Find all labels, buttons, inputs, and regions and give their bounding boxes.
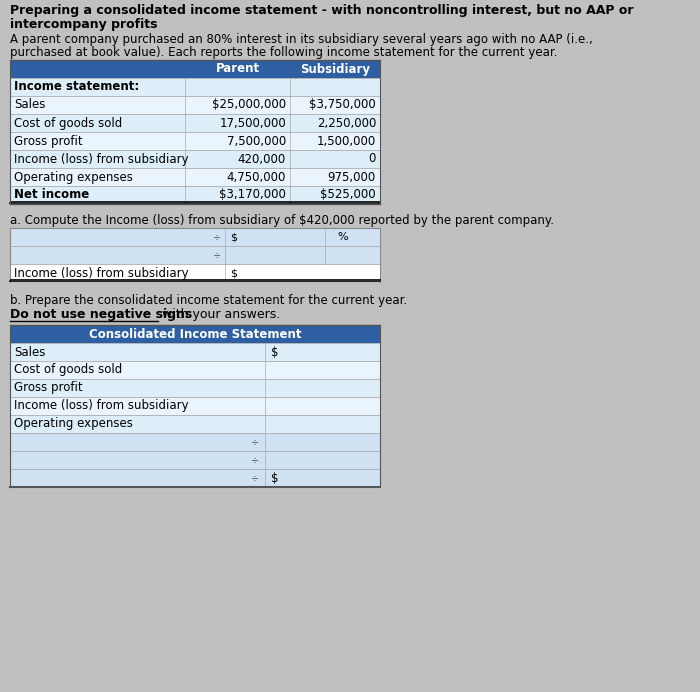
Text: ÷: ÷ xyxy=(213,232,221,242)
Text: ÷: ÷ xyxy=(251,437,259,447)
Text: $3,170,000: $3,170,000 xyxy=(219,188,286,201)
Bar xyxy=(10,246,380,264)
Text: ÷: ÷ xyxy=(251,455,259,465)
Text: Consolidated Income Statement: Consolidated Income Statement xyxy=(89,327,301,340)
Text: 1,500,000: 1,500,000 xyxy=(316,134,376,147)
Text: Gross profit: Gross profit xyxy=(14,134,83,147)
Bar xyxy=(10,361,380,379)
Text: Sales: Sales xyxy=(14,98,46,111)
Text: Subsidiary: Subsidiary xyxy=(300,62,370,75)
Text: 975,000: 975,000 xyxy=(328,170,376,183)
Text: Preparing a consolidated income statement - with noncontrolling interest, but no: Preparing a consolidated income statemen… xyxy=(10,4,634,17)
Bar xyxy=(10,325,380,343)
Text: Net income: Net income xyxy=(14,188,90,201)
Bar xyxy=(10,168,380,186)
Text: Income (loss) from subsidiary: Income (loss) from subsidiary xyxy=(14,399,188,412)
Bar xyxy=(10,264,380,282)
Text: 4,750,000: 4,750,000 xyxy=(227,170,286,183)
Text: 2,250,000: 2,250,000 xyxy=(316,116,376,129)
Text: Income (loss) from subsidiary: Income (loss) from subsidiary xyxy=(14,152,188,165)
Bar xyxy=(10,451,380,469)
Bar xyxy=(10,96,380,114)
Text: Sales: Sales xyxy=(14,345,46,358)
Text: $525,000: $525,000 xyxy=(321,188,376,201)
Text: Income statement:: Income statement: xyxy=(14,80,139,93)
Text: $25,000,000: $25,000,000 xyxy=(212,98,286,111)
Bar xyxy=(10,379,380,397)
Text: Do not use negative signs: Do not use negative signs xyxy=(10,308,193,321)
Text: A parent company purchased an 80% interest in its subsidiary several years ago w: A parent company purchased an 80% intere… xyxy=(10,33,593,46)
Bar xyxy=(10,469,380,487)
Bar xyxy=(10,132,380,150)
Text: purchased at book value). Each reports the following income statement for the cu: purchased at book value). Each reports t… xyxy=(10,46,557,59)
Text: Cost of goods sold: Cost of goods sold xyxy=(14,116,122,129)
Text: a. Compute the Income (loss) from subsidiary of $420,000 reported by the parent : a. Compute the Income (loss) from subsid… xyxy=(10,214,554,227)
Text: $3,750,000: $3,750,000 xyxy=(309,98,376,111)
Text: Parent: Parent xyxy=(216,62,260,75)
Text: 7,500,000: 7,500,000 xyxy=(227,134,286,147)
Bar xyxy=(10,186,380,204)
Bar xyxy=(10,397,380,415)
Text: Cost of goods sold: Cost of goods sold xyxy=(14,363,122,376)
Text: 17,500,000: 17,500,000 xyxy=(219,116,286,129)
Text: 420,000: 420,000 xyxy=(238,152,286,165)
Bar xyxy=(10,228,380,246)
Text: $: $ xyxy=(230,232,237,242)
Bar xyxy=(10,433,380,451)
Bar xyxy=(10,150,380,168)
Text: intercompany profits: intercompany profits xyxy=(10,18,158,31)
Text: $: $ xyxy=(271,345,279,358)
Text: $: $ xyxy=(230,268,237,278)
Text: $: $ xyxy=(271,471,279,484)
Bar xyxy=(10,343,380,361)
Text: with your answers.: with your answers. xyxy=(158,308,280,321)
Text: Operating expenses: Operating expenses xyxy=(14,170,133,183)
Text: ÷: ÷ xyxy=(251,473,259,483)
Bar xyxy=(10,114,380,132)
Text: Gross profit: Gross profit xyxy=(14,381,83,394)
Text: Operating expenses: Operating expenses xyxy=(14,417,133,430)
Text: %: % xyxy=(337,232,349,242)
Bar xyxy=(10,60,380,78)
Bar xyxy=(10,415,380,433)
Text: 0: 0 xyxy=(369,152,376,165)
Text: ÷: ÷ xyxy=(213,250,221,260)
Text: Income (loss) from subsidiary: Income (loss) from subsidiary xyxy=(14,266,188,280)
Text: b. Prepare the consolidated income statement for the current year.: b. Prepare the consolidated income state… xyxy=(10,294,407,307)
Bar xyxy=(10,78,380,96)
